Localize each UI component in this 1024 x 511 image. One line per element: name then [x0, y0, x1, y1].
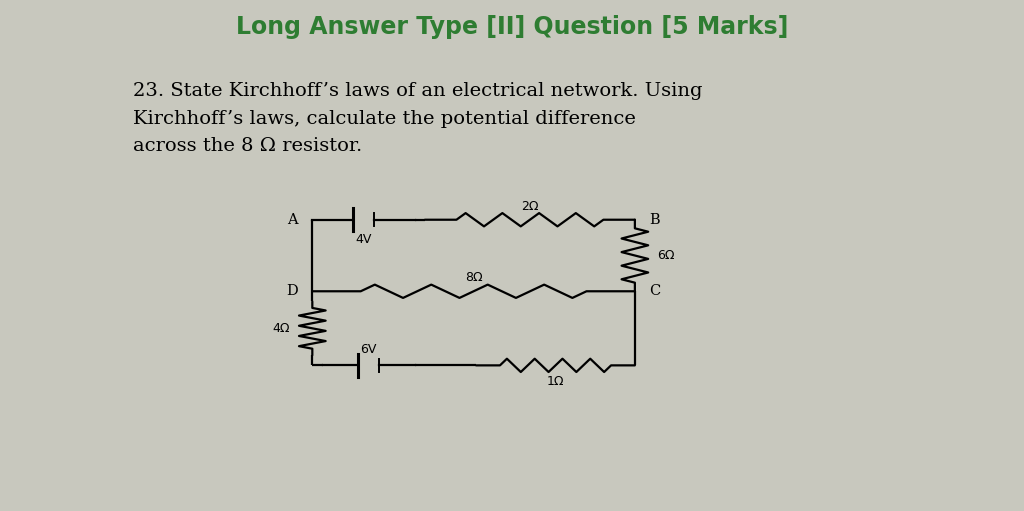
Text: A: A	[288, 213, 298, 227]
Text: 4Ω: 4Ω	[272, 322, 290, 335]
Text: 6V: 6V	[360, 342, 377, 356]
Text: B: B	[649, 213, 659, 227]
Text: C: C	[649, 284, 660, 298]
Text: 23. State Kirchhoff’s laws of an electrical network. Using
Kirchhoff’s laws, cal: 23. State Kirchhoff’s laws of an electri…	[133, 82, 702, 155]
Text: 6Ω: 6Ω	[657, 249, 675, 262]
Text: 2Ω: 2Ω	[521, 200, 539, 213]
Text: Long Answer Type [II] Question [5 Marks]: Long Answer Type [II] Question [5 Marks]	[236, 15, 788, 39]
Text: 4V: 4V	[355, 233, 372, 246]
Text: 8Ω: 8Ω	[465, 271, 482, 285]
Text: 1Ω: 1Ω	[547, 375, 564, 388]
Text: D: D	[287, 284, 298, 298]
